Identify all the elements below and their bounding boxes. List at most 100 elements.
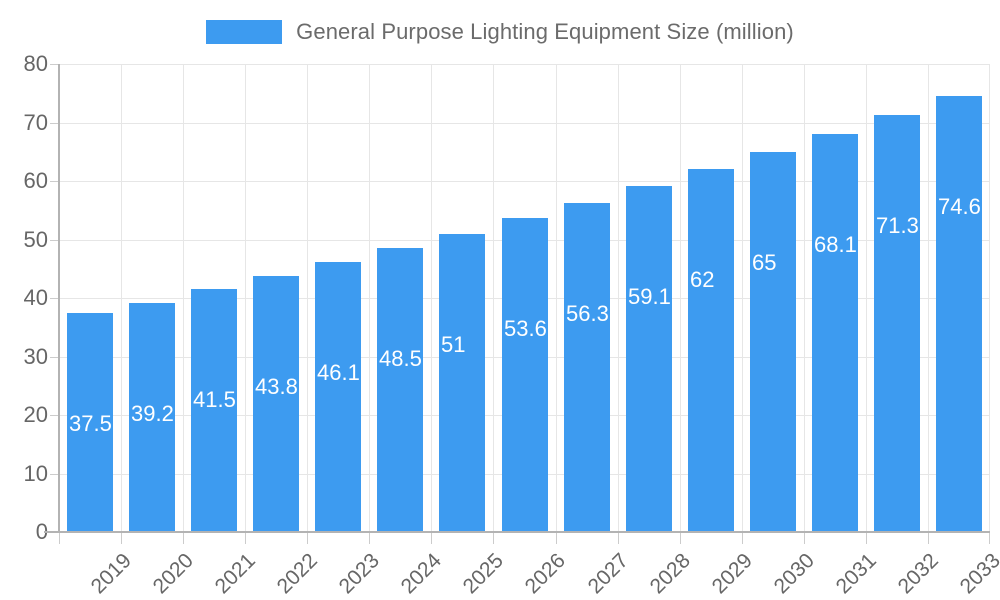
x-axis-tick-mark: [245, 533, 246, 544]
bar[interactable]: [377, 248, 423, 532]
x-axis-tick-label: 2022: [272, 549, 322, 599]
x-axis-tick-mark: [121, 533, 122, 544]
bar-value-label: 56.3: [566, 301, 609, 326]
y-axis-tick-label: 50: [23, 226, 48, 252]
bar-value-label: 65: [752, 250, 777, 275]
x-gridline: [493, 64, 494, 532]
bar[interactable]: [874, 115, 920, 532]
bar[interactable]: [626, 186, 672, 532]
x-axis-tick-mark: [804, 533, 805, 544]
y-axis-tick-mark: [50, 415, 59, 416]
x-gridline: [307, 64, 308, 532]
bar[interactable]: [688, 169, 734, 532]
y-axis-tick-label: 10: [23, 460, 48, 486]
legend-label[interactable]: General Purpose Lighting Equipment Size …: [296, 19, 794, 44]
x-axis-tick-mark: [866, 533, 867, 544]
y-axis-tick-labels: 0 10 20 30 40 50 60 70 80: [0, 0, 59, 600]
x-gridline: [245, 64, 246, 532]
bar-value-label: 59.1: [628, 284, 671, 309]
bar[interactable]: [502, 218, 548, 532]
x-axis-tick-mark: [307, 533, 308, 544]
x-axis-tick-mark: [742, 533, 743, 544]
x-gridline: [431, 64, 432, 532]
y-axis-tick-label: 60: [23, 168, 48, 193]
y-axis-tick-mark: [50, 240, 59, 241]
x-axis-tick-mark: [556, 533, 557, 544]
bar-value-label: 39.2: [131, 401, 174, 426]
bar[interactable]: [564, 203, 610, 532]
x-gridline: [742, 64, 743, 532]
x-gridline: [183, 64, 184, 532]
y-axis-tick-label: 0: [35, 519, 48, 544]
x-axis-tick-label: 2025: [458, 549, 508, 599]
x-axis-tick-label: 2029: [707, 549, 757, 599]
x-axis-tick-label: 2020: [148, 549, 198, 599]
y-axis-tick-mark: [50, 298, 59, 299]
bar[interactable]: [67, 313, 113, 532]
y-axis-tick-mark: [50, 474, 59, 475]
bar[interactable]: [191, 289, 237, 532]
legend-color-swatch[interactable]: [206, 20, 283, 44]
y-axis-tick-label: 80: [23, 51, 48, 76]
bar[interactable]: [253, 276, 299, 532]
x-axis-tick-label: 2033: [955, 549, 1000, 599]
y-axis-tick-label: 40: [23, 285, 48, 310]
y-axis-tick-mark: [50, 181, 59, 182]
x-axis-tick-label: 2031: [831, 549, 881, 599]
x-axis-tick-label: 2024: [396, 549, 446, 599]
y-gridline: [59, 123, 990, 124]
bar-value-label: 68.1: [814, 232, 857, 257]
bar-value-label: 43.8: [255, 374, 298, 399]
y-gridline: [59, 181, 990, 182]
bar-value-label: 62: [690, 267, 715, 292]
y-gridline: [59, 64, 990, 65]
chart-legend: General Purpose Lighting Equipment Size …: [0, 14, 1000, 50]
x-axis-tick-mark: [431, 533, 432, 544]
x-axis-tick-mark: [680, 533, 681, 544]
x-axis-tick-mark: [493, 533, 494, 544]
x-gridline: [989, 64, 990, 532]
x-gridline: [618, 64, 619, 532]
plot-area: 37.5 39.2 41.5 43.8 46.1 48.5 51 53.6 56.3 59.1 62…: [59, 64, 990, 533]
y-axis-line: [58, 64, 60, 533]
y-axis-tick-mark: [50, 357, 59, 358]
y-axis-tick-label: 70: [23, 109, 48, 135]
bar-value-label: 53.6: [504, 316, 547, 341]
y-axis-tick-label: 20: [23, 402, 48, 427]
x-gridline: [121, 64, 122, 532]
y-axis-tick-mark: [50, 123, 59, 124]
x-axis-tick-mark: [928, 533, 929, 544]
x-axis-tick-mark: [369, 533, 370, 544]
x-axis-tick-mark: [989, 533, 990, 544]
x-axis-tick-label: 2032: [893, 549, 943, 599]
bar[interactable]: [812, 134, 858, 532]
x-gridline: [928, 64, 929, 532]
bar-value-label: 41.5: [193, 387, 236, 412]
bar-value-label: 48.5: [379, 346, 422, 371]
bar[interactable]: [936, 96, 982, 532]
bar[interactable]: [750, 152, 796, 532]
x-gridline: [866, 64, 867, 532]
x-axis-tick-mark: [59, 533, 60, 544]
y-axis-tick-mark: [50, 64, 59, 65]
bar[interactable]: [439, 234, 485, 532]
x-gridline: [556, 64, 557, 532]
x-axis-tick-label: 2030: [769, 549, 819, 599]
x-axis-tick-label: 2019: [86, 549, 136, 599]
bar-value-label: 71.3: [876, 213, 919, 238]
bar-value-label: 74.6: [938, 194, 981, 219]
bar[interactable]: [315, 262, 361, 532]
bar-value-label: 46.1: [317, 360, 360, 385]
x-axis-tick-mark: [618, 533, 619, 544]
x-gridline: [680, 64, 681, 532]
bar[interactable]: [129, 303, 175, 532]
x-axis-tick-label: 2023: [334, 549, 384, 599]
x-gridline: [804, 64, 805, 532]
x-axis-tick-label: 2028: [645, 549, 695, 599]
bar-value-label: 37.5: [69, 411, 112, 436]
x-axis-tick-mark: [183, 533, 184, 544]
x-axis-tick-label: 2026: [520, 549, 570, 599]
y-axis-tick-label: 30: [23, 343, 48, 369]
x-axis-line: [44, 531, 990, 533]
